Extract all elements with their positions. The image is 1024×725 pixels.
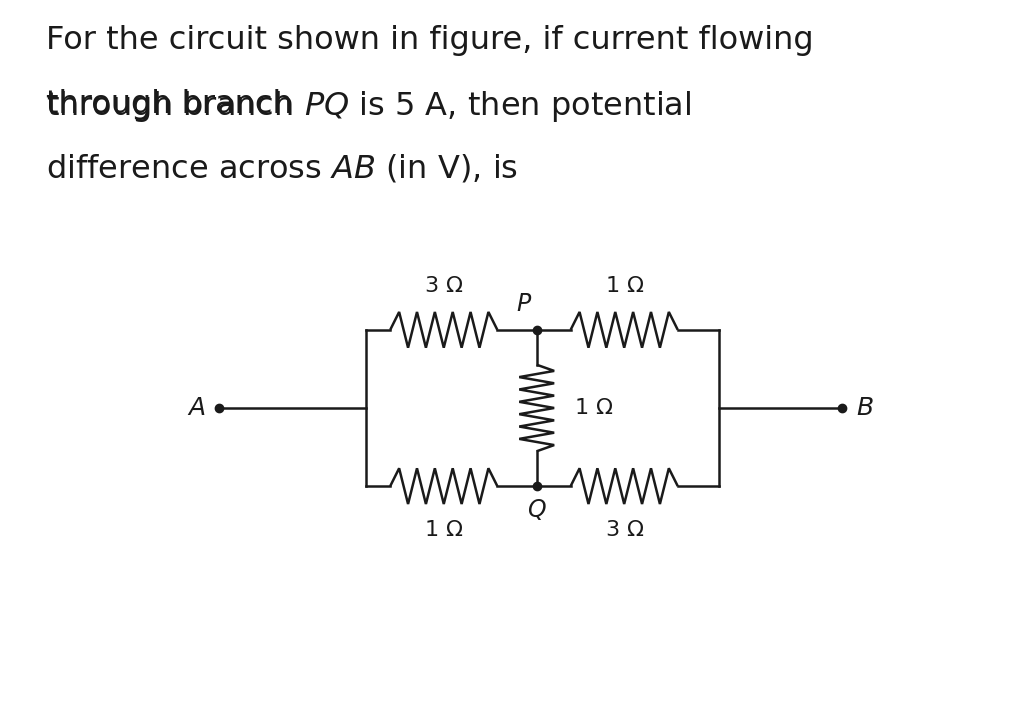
Text: For the circuit shown in figure, if current flowing: For the circuit shown in figure, if curr…	[46, 25, 814, 57]
Text: A: A	[187, 396, 205, 420]
Text: 1 $\Omega$: 1 $\Omega$	[604, 276, 644, 297]
Text: P: P	[516, 292, 530, 316]
Text: 1 $\Omega$: 1 $\Omega$	[424, 520, 464, 539]
Text: Q: Q	[527, 498, 546, 523]
Text: difference across $\it{AB}$ (in V), is: difference across $\it{AB}$ (in V), is	[46, 153, 518, 185]
Text: B: B	[856, 396, 873, 420]
Text: through branch $\it{PQ}$ is 5 A, then potential: through branch $\it{PQ}$ is 5 A, then po…	[46, 89, 691, 124]
Text: through branch: through branch	[46, 89, 303, 120]
Text: 1 $\Omega$: 1 $\Omega$	[574, 398, 613, 418]
Text: 3 $\Omega$: 3 $\Omega$	[604, 520, 644, 539]
Text: 3 $\Omega$: 3 $\Omega$	[424, 276, 464, 297]
